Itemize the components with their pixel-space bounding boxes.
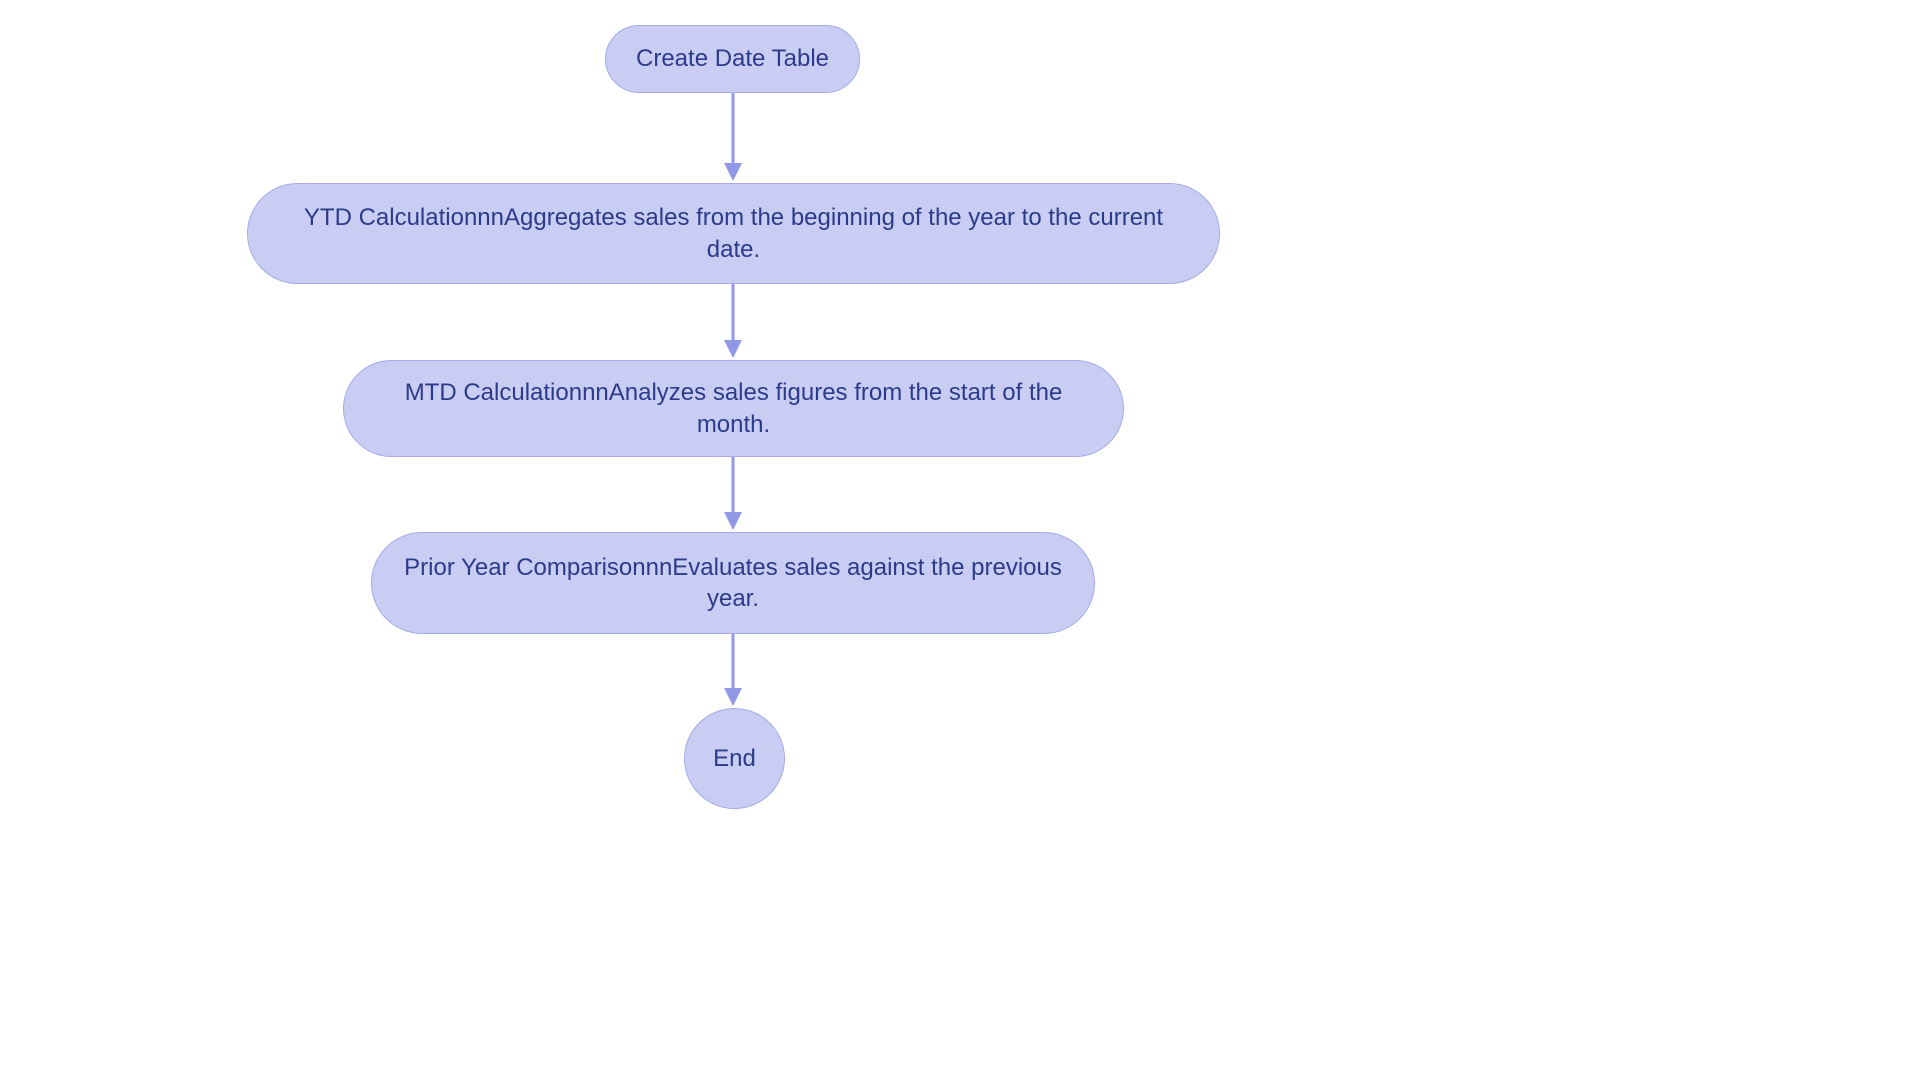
- node-label: YTD CalculationnnAggregates sales from t…: [278, 202, 1189, 264]
- node-label: MTD CalculationnnAnalyzes sales figures …: [374, 377, 1093, 439]
- node-prior-year-comparison: Prior Year ComparisonnnEvaluates sales a…: [371, 532, 1095, 634]
- node-label: Prior Year ComparisonnnEvaluates sales a…: [402, 552, 1064, 614]
- node-label: End: [713, 743, 756, 774]
- flowchart-container: Create Date Table YTD CalculationnnAggre…: [0, 0, 1920, 1083]
- node-end: End: [684, 708, 785, 809]
- node-mtd-calculation: MTD CalculationnnAnalyzes sales figures …: [343, 360, 1124, 457]
- node-label: Create Date Table: [636, 43, 829, 74]
- node-ytd-calculation: YTD CalculationnnAggregates sales from t…: [247, 183, 1220, 284]
- node-create-date-table: Create Date Table: [605, 25, 860, 93]
